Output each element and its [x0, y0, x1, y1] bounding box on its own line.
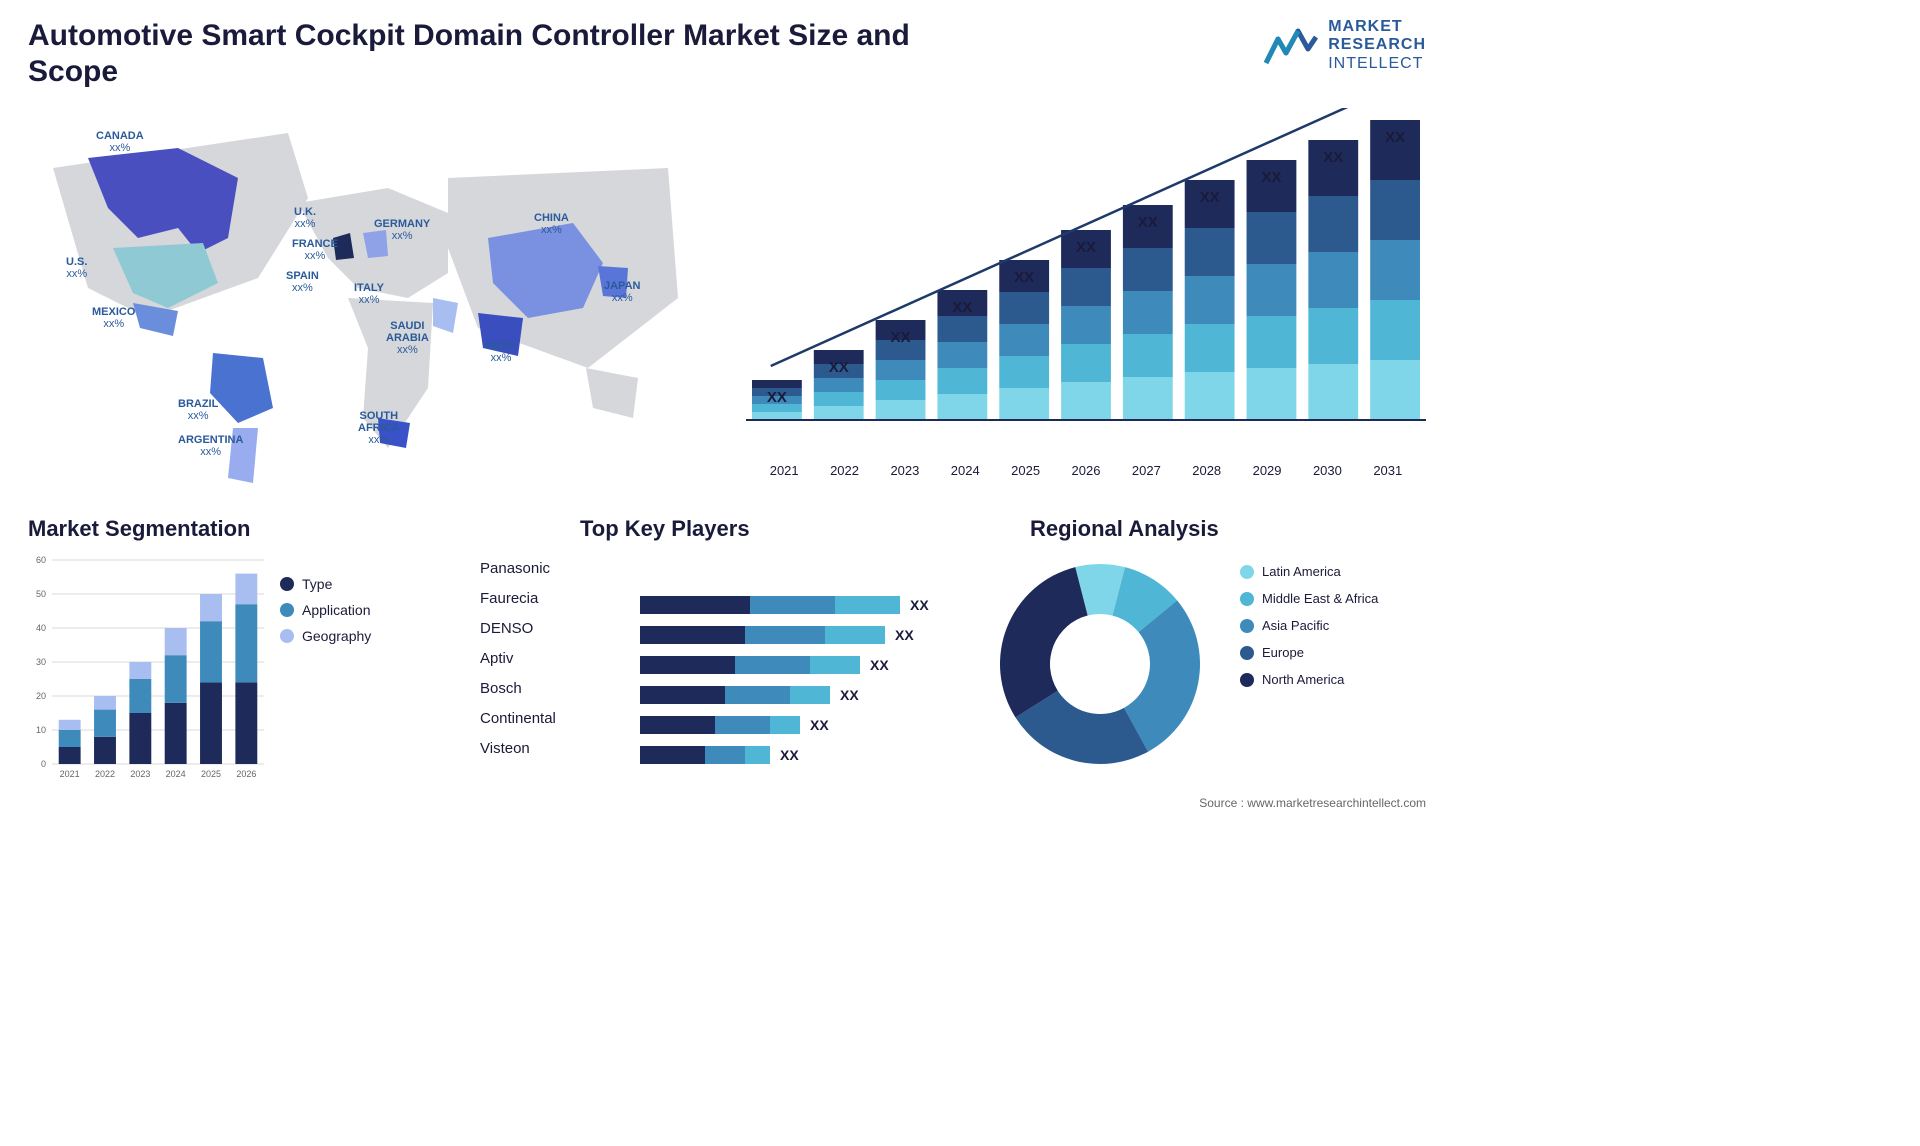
- growth-bar-value: XX: [952, 299, 972, 316]
- map-label: FRANCExx%: [292, 238, 338, 262]
- key-players-title: Top Key Players: [580, 516, 750, 542]
- svg-text:10: 10: [36, 725, 46, 735]
- svg-text:60: 60: [36, 555, 46, 565]
- growth-bar-value: XX: [1261, 169, 1281, 186]
- logo-icon: [1264, 25, 1318, 67]
- key-player-label: Continental: [480, 704, 600, 734]
- map-label: ARGENTINAxx%: [178, 434, 243, 458]
- regional-legend-item: Europe: [1240, 645, 1378, 660]
- growth-year-label: 2023: [875, 463, 935, 478]
- svg-text:30: 30: [36, 657, 46, 667]
- regional-title: Regional Analysis: [1030, 516, 1219, 542]
- growth-year-label: 2022: [814, 463, 874, 478]
- key-player-label: Bosch: [480, 674, 600, 704]
- map-label: U.S.xx%: [66, 256, 87, 280]
- growth-year-label: 2031: [1358, 463, 1418, 478]
- key-player-row: XX: [640, 650, 940, 680]
- growth-year-label: 2026: [1056, 463, 1116, 478]
- key-player-row: XX: [640, 590, 940, 620]
- svg-text:2022: 2022: [95, 769, 115, 779]
- regional-legend-item: Middle East & Africa: [1240, 591, 1378, 606]
- growth-bar-value: XX: [891, 329, 911, 346]
- key-player-row: XX: [640, 710, 940, 740]
- key-player-row: XX: [640, 680, 940, 710]
- growth-year-label: 2028: [1177, 463, 1237, 478]
- growth-bar-value: XX: [1200, 189, 1220, 206]
- segmentation-svg: 2021 2022 2023 2024 2025 2026 0 10 20 30 40 50 60: [28, 554, 268, 784]
- svg-text:2026: 2026: [236, 769, 256, 779]
- map-label: U.K.xx%: [294, 206, 316, 230]
- regional-legend-item: Latin America: [1240, 564, 1378, 579]
- page-title: Automotive Smart Cockpit Domain Controll…: [28, 18, 948, 90]
- svg-text:20: 20: [36, 691, 46, 701]
- growth-year-label: 2030: [1297, 463, 1357, 478]
- map-label: BRAZILxx%: [178, 398, 218, 422]
- regional-donut: [990, 554, 1250, 784]
- growth-bar-value: XX: [1385, 129, 1405, 146]
- map-label: CHINAxx%: [534, 212, 569, 236]
- growth-bar-value: XX: [1323, 149, 1343, 166]
- svg-text:2023: 2023: [130, 769, 150, 779]
- map-label: SAUDIARABIAxx%: [386, 320, 429, 356]
- growth-year-label: 2021: [754, 463, 814, 478]
- key-player-label: Aptiv: [480, 644, 600, 674]
- growth-chart: XXXXXXXXXXXXXXXXXXXXXX 20212022202320242…: [746, 108, 1426, 478]
- logo-text: MARKET RESEARCH INTELLECT: [1328, 18, 1426, 73]
- segmentation-legend-item: Type: [280, 576, 371, 592]
- map-label: MEXICOxx%: [92, 306, 135, 330]
- regional-legend: Latin America Middle East & Africa Asia Pa…: [1240, 564, 1378, 699]
- growth-year-label: 2027: [1116, 463, 1176, 478]
- map-label: SPAINxx%: [286, 270, 319, 294]
- regional-legend-item: Asia Pacific: [1240, 618, 1378, 633]
- key-player-label: Panasonic: [480, 554, 600, 584]
- map-label: ITALYxx%: [354, 282, 384, 306]
- map-label: JAPANxx%: [604, 280, 640, 304]
- world-map: CANADAxx% U.S.xx% MEXICOxx% BRAZILxx% ARGENT…: [28, 108, 688, 498]
- key-players-chart: PanasonicFaureciaDENSOAptivBoschContinen…: [480, 554, 970, 784]
- map-label: GERMANYxx%: [374, 218, 430, 242]
- source-text: Source : www.marketresearchintellect.com: [1199, 796, 1426, 810]
- growth-bar-value: XX: [829, 359, 849, 376]
- map-label: SOUTHAFRICAxx%: [358, 410, 400, 446]
- brand-logo: MARKET RESEARCH INTELLECT: [1264, 18, 1426, 73]
- growth-bar-value: XX: [1138, 214, 1158, 231]
- map-label: INDIAxx%: [486, 340, 516, 364]
- segmentation-legend-item: Application: [280, 602, 371, 618]
- segmentation-legend-item: Geography: [280, 628, 371, 644]
- svg-text:0: 0: [41, 759, 46, 769]
- growth-bar-value: XX: [1076, 239, 1096, 256]
- key-player-label: Faurecia: [480, 584, 600, 614]
- key-player-label: Visteon: [480, 734, 600, 764]
- donut-svg: [990, 554, 1210, 774]
- svg-text:2024: 2024: [166, 769, 186, 779]
- regional-legend-item: North America: [1240, 672, 1378, 687]
- growth-bar-value: XX: [767, 389, 787, 406]
- svg-text:2025: 2025: [201, 769, 221, 779]
- growth-bar-value: XX: [1014, 269, 1034, 286]
- growth-year-label: 2029: [1237, 463, 1297, 478]
- segmentation-legend: Type Application Geography: [280, 576, 371, 654]
- key-player-row: XX: [640, 740, 940, 770]
- segmentation-title: Market Segmentation: [28, 516, 251, 542]
- svg-text:2021: 2021: [60, 769, 80, 779]
- svg-text:50: 50: [36, 589, 46, 599]
- growth-year-label: 2025: [995, 463, 1055, 478]
- map-label: CANADAxx%: [96, 130, 144, 154]
- key-player-label: DENSO: [480, 614, 600, 644]
- key-player-row: [640, 560, 940, 590]
- svg-text:40: 40: [36, 623, 46, 633]
- key-player-row: XX: [640, 620, 940, 650]
- segmentation-chart: 2021 2022 2023 2024 2025 2026 0 10 20 30 40 50 60: [28, 554, 268, 784]
- growth-year-label: 2024: [935, 463, 995, 478]
